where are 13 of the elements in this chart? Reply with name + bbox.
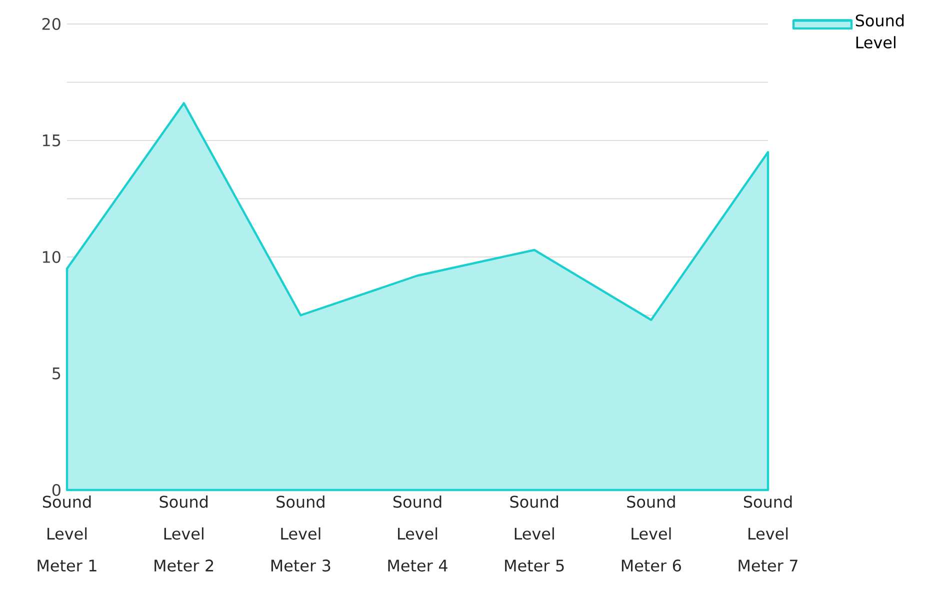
category-label: Sound Level Meter 5 <box>505 496 564 572</box>
y-tick-label: 20 <box>42 18 60 30</box>
legend-label: Sound Level <box>856 14 904 48</box>
category-label: Sound Level Meter 3 <box>271 496 330 572</box>
category-label: Sound Level Meter 1 <box>38 496 96 572</box>
y-tick-label: 15 <box>42 134 60 146</box>
category-label: Sound Level Meter 7 <box>738 496 798 572</box>
category-label: Sound Level Meter 2 <box>154 496 214 572</box>
y-tick-label: 10 <box>42 250 60 264</box>
category-label: Sound Level Meter 6 <box>622 496 681 572</box>
y-tick-label: 5 <box>52 368 60 380</box>
y-tick-label: 0 <box>52 484 60 496</box>
category-label: Sound Level Meter 4 <box>388 496 448 572</box>
